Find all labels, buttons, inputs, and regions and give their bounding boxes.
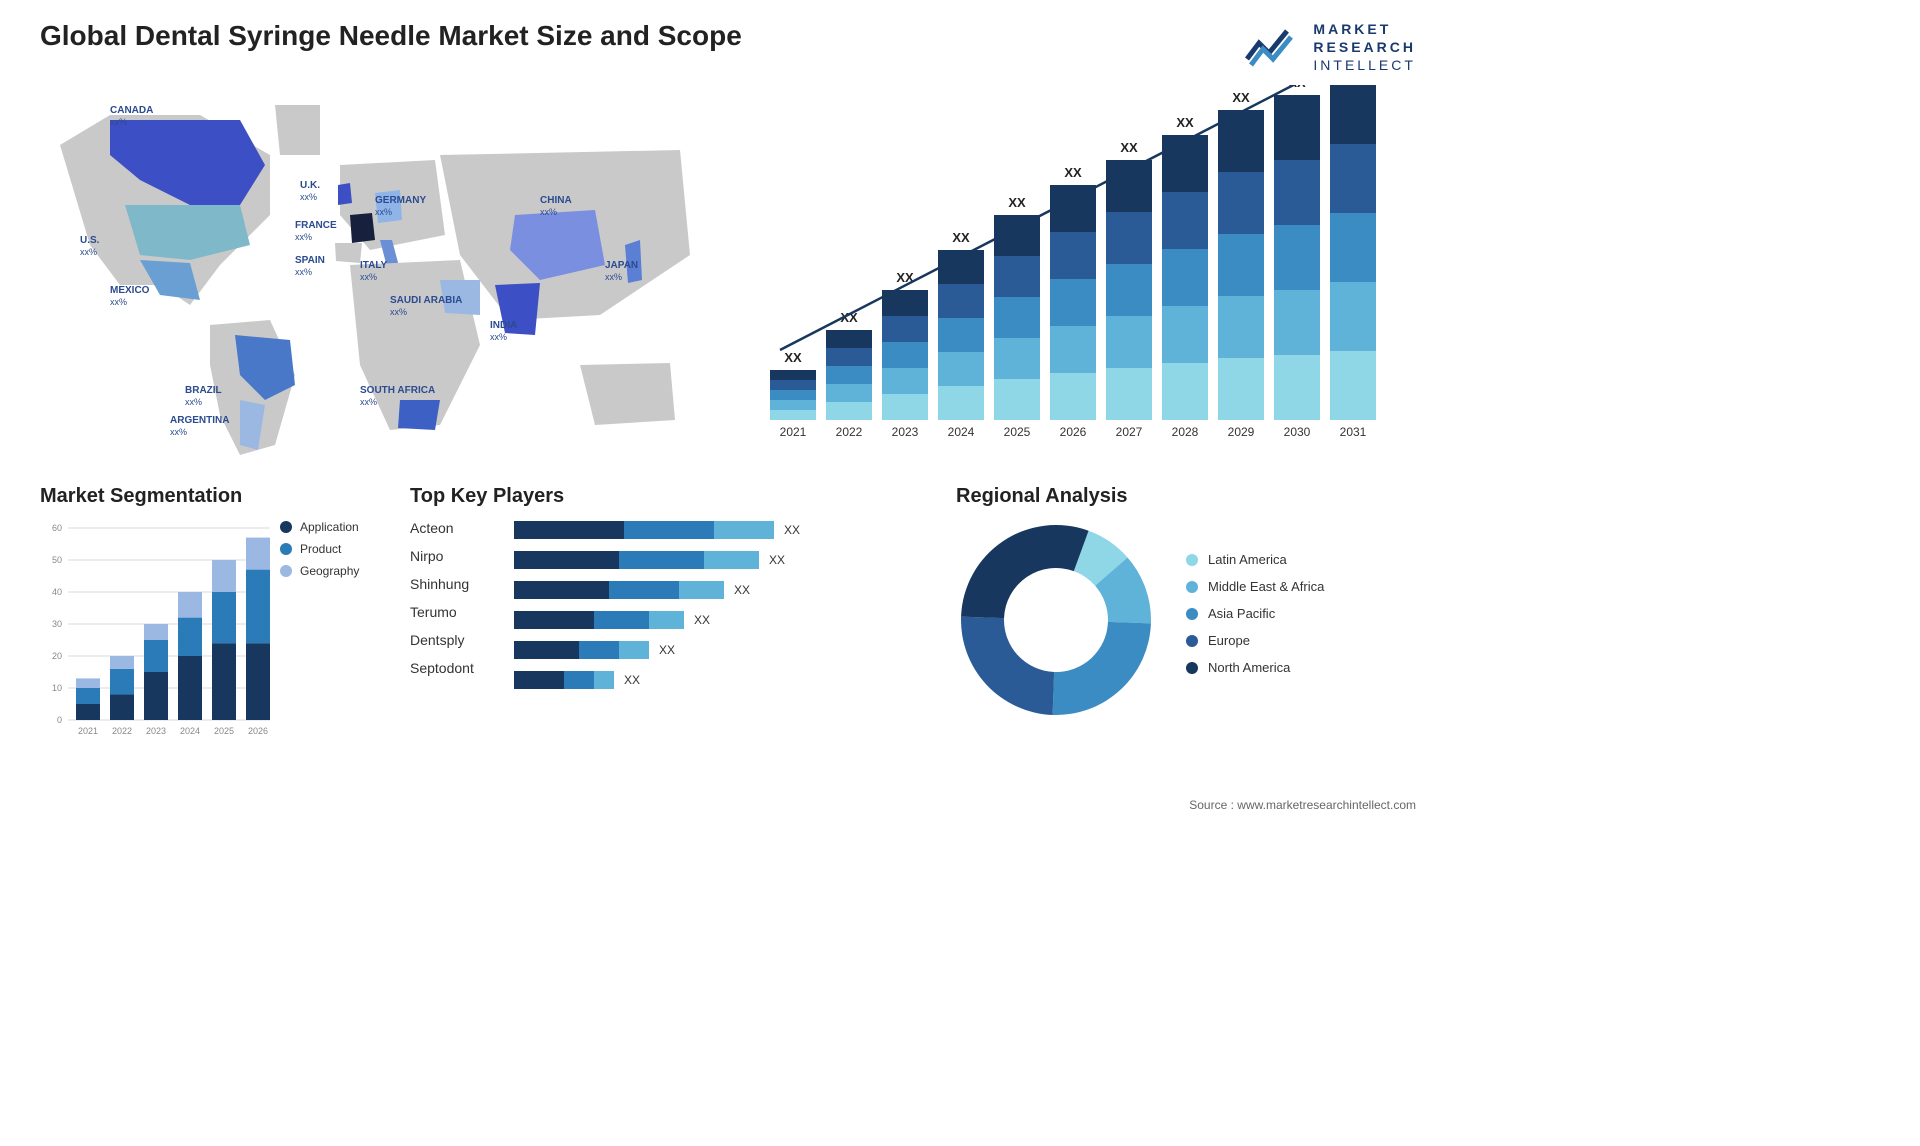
svg-text:40: 40 xyxy=(52,587,62,597)
legend-item: Latin America xyxy=(1186,552,1324,567)
svg-text:30: 30 xyxy=(52,619,62,629)
player-bar-row: XX xyxy=(514,550,926,570)
world-map: CANADAxx% U.S.xx% MEXICOxx% BRAZILxx% ARGENT… xyxy=(40,85,720,465)
svg-text:2027: 2027 xyxy=(1116,425,1143,439)
player-bar-row: XX xyxy=(514,640,926,660)
svg-text:60: 60 xyxy=(52,523,62,533)
players-names-list: Acteon Nirpo Shinhung Terumo Dentsply Septodo… xyxy=(410,520,500,690)
player-name: Terumo xyxy=(410,604,500,620)
svg-text:XX: XX xyxy=(1064,165,1082,180)
map-label: U.S.xx% xyxy=(80,235,99,258)
legend-item: Middle East & Africa xyxy=(1186,579,1324,594)
svg-text:2021: 2021 xyxy=(78,726,98,736)
player-bar-row: XX xyxy=(514,580,926,600)
source-label: Source : www.marketresearchintellect.com xyxy=(1189,798,1416,812)
map-label: CHINAxx% xyxy=(540,195,572,218)
regional-title: Regional Analysis xyxy=(956,485,1416,508)
player-bar-row: XX xyxy=(514,670,926,690)
growth-forecast-chart: 2021 XX 2022 XX 2023 XX 2024 XX 2025 XX 2026 XX 2027… xyxy=(760,85,1420,465)
svg-text:XX: XX xyxy=(1176,115,1194,130)
map-label: ARGENTINAxx% xyxy=(170,415,229,438)
svg-text:2029: 2029 xyxy=(1228,425,1255,439)
legend-item: North America xyxy=(1186,660,1324,675)
svg-text:XX: XX xyxy=(784,350,802,365)
svg-text:XX: XX xyxy=(952,230,970,245)
player-name: Septodont xyxy=(410,660,500,676)
legend-item: Asia Pacific xyxy=(1186,606,1324,621)
logo-line1: MARKET xyxy=(1313,20,1416,38)
player-name: Acteon xyxy=(410,520,500,536)
svg-text:2024: 2024 xyxy=(180,726,200,736)
segmentation-chart: 0 10 20 30 40 50 60 2021 2022 2023 2024 2025 2026 xyxy=(40,520,270,740)
svg-text:2023: 2023 xyxy=(892,425,919,439)
map-label: JAPANxx% xyxy=(605,260,638,283)
svg-text:XX: XX xyxy=(1120,140,1138,155)
map-label: FRANCExx% xyxy=(295,220,337,243)
svg-text:2025: 2025 xyxy=(214,726,234,736)
regional-legend: Latin America Middle East & Africa Asia Pa… xyxy=(1186,552,1324,687)
player-name: Dentsply xyxy=(410,632,500,648)
legend-item: Product xyxy=(280,542,359,556)
legend-item: Geography xyxy=(280,564,359,578)
svg-text:2025: 2025 xyxy=(1004,425,1031,439)
map-label: INDIAxx% xyxy=(490,320,517,343)
map-label: SPAINxx% xyxy=(295,255,325,278)
svg-text:2026: 2026 xyxy=(248,726,268,736)
svg-text:2031: 2031 xyxy=(1340,425,1367,439)
map-label: SOUTH AFRICAxx% xyxy=(360,385,435,408)
legend-item: Europe xyxy=(1186,633,1324,648)
svg-text:XX: XX xyxy=(1008,195,1026,210)
logo-mark-icon xyxy=(1245,25,1301,69)
regional-donut-chart xyxy=(956,520,1156,720)
svg-text:2024: 2024 xyxy=(948,425,975,439)
svg-text:2023: 2023 xyxy=(146,726,166,736)
brand-logo: MARKET RESEARCH INTELLECT xyxy=(1245,20,1416,75)
svg-text:20: 20 xyxy=(52,651,62,661)
svg-text:2026: 2026 xyxy=(1060,425,1087,439)
player-bar-row: XX xyxy=(514,520,926,540)
svg-text:0: 0 xyxy=(57,715,62,725)
svg-text:2022: 2022 xyxy=(112,726,132,736)
map-label: BRAZILxx% xyxy=(185,385,222,408)
map-label: GERMANYxx% xyxy=(375,195,426,218)
map-label: ITALYxx% xyxy=(360,260,387,283)
svg-text:2030: 2030 xyxy=(1284,425,1311,439)
svg-text:2028: 2028 xyxy=(1172,425,1199,439)
players-bars-chart: XX XX XX XX XX XX xyxy=(514,520,926,690)
logo-line3: INTELLECT xyxy=(1313,56,1416,74)
legend-item: Application xyxy=(280,520,359,534)
player-name: Shinhung xyxy=(410,576,500,592)
svg-text:2021: 2021 xyxy=(780,425,807,439)
player-name: Nirpo xyxy=(410,548,500,564)
player-bar-row: XX xyxy=(514,610,926,630)
map-label: SAUDI ARABIAxx% xyxy=(390,295,462,318)
svg-text:XX: XX xyxy=(1232,90,1250,105)
map-label: CANADAxx% xyxy=(110,105,153,128)
segmentation-title: Market Segmentation xyxy=(40,485,380,508)
svg-text:10: 10 xyxy=(52,683,62,693)
map-label: U.K.xx% xyxy=(300,180,320,203)
logo-line2: RESEARCH xyxy=(1313,38,1416,56)
svg-text:50: 50 xyxy=(52,555,62,565)
players-title: Top Key Players xyxy=(410,485,926,508)
segmentation-legend: Application Product Geography xyxy=(280,520,359,740)
svg-text:2022: 2022 xyxy=(836,425,863,439)
map-label: MEXICOxx% xyxy=(110,285,149,308)
page-title: Global Dental Syringe Needle Market Size… xyxy=(40,20,742,52)
